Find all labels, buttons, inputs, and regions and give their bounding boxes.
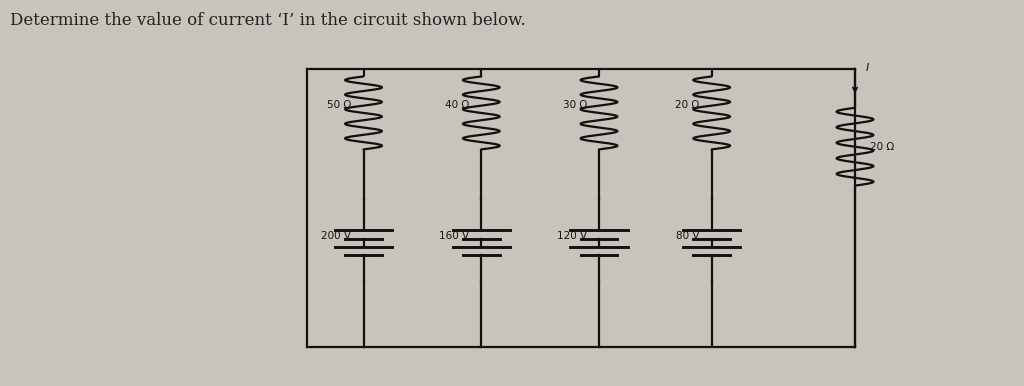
Text: 160 V: 160 V — [439, 232, 469, 241]
Text: 30 Ω: 30 Ω — [562, 100, 587, 110]
Text: 120 V: 120 V — [557, 232, 587, 241]
Text: 80 V: 80 V — [676, 232, 699, 241]
Text: 50 Ω: 50 Ω — [327, 100, 351, 110]
Text: 200 V: 200 V — [322, 232, 351, 241]
Text: 20 Ω: 20 Ω — [675, 100, 699, 110]
Text: 40 Ω: 40 Ω — [444, 100, 469, 110]
Text: 20 Ω: 20 Ω — [870, 142, 895, 152]
Text: Determine the value of current ‘I’ in the circuit shown below.: Determine the value of current ‘I’ in th… — [10, 12, 526, 29]
Text: I: I — [865, 63, 868, 73]
